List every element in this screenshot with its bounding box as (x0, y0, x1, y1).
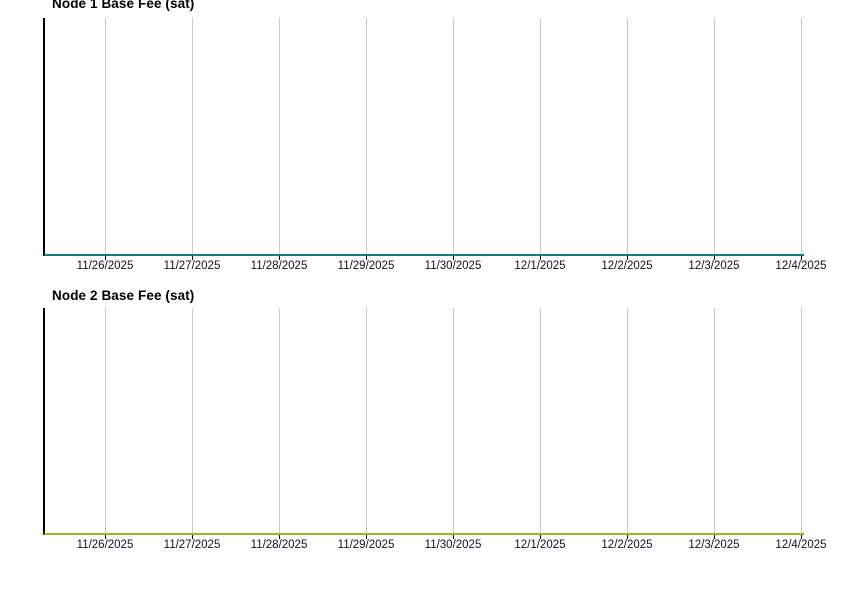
x-tick-label: 12/3/2025 (688, 539, 740, 551)
x-axis-tick (453, 535, 454, 539)
gridline (279, 18, 280, 256)
x-axis-tick (192, 535, 193, 539)
gridline (279, 308, 280, 535)
gridline (192, 308, 193, 535)
y-axis-line-node-2 (43, 308, 45, 535)
x-tick-label: 12/1/2025 (514, 260, 566, 272)
x-tick-label: 11/28/2025 (250, 539, 308, 551)
x-axis-tick (105, 256, 106, 260)
x-tick-label: 12/1/2025 (514, 539, 566, 551)
x-tick-label: 11/29/2025 (337, 539, 395, 551)
x-tick-labels-node-2: 11/26/2025 11/27/2025 11/28/2025 11/29/2025… (43, 539, 827, 555)
x-tick-label: 11/30/2025 (424, 260, 482, 272)
gridline (801, 18, 802, 256)
x-tick-label: 11/27/2025 (163, 539, 221, 551)
x-axis-tick (801, 256, 802, 260)
gridline (714, 308, 715, 535)
gridline (453, 308, 454, 535)
gridline (627, 18, 628, 256)
x-axis-tick (366, 535, 367, 539)
x-axis-tick (627, 535, 628, 539)
gridline (366, 18, 367, 256)
gridline (627, 308, 628, 535)
x-axis-tick (714, 535, 715, 539)
gridline (714, 18, 715, 256)
x-axis-tick (453, 256, 454, 260)
gridline (192, 18, 193, 256)
chart-panel-node-1: Node 1 Base Fee (sat) 11/26/2025 11/27/20… (0, 0, 860, 288)
chart-title-node-2: Node 2 Base Fee (sat) (52, 288, 195, 303)
chart-title-node-1: Node 1 Base Fee (sat) (52, 0, 195, 11)
x-tick-label: 11/26/2025 (76, 260, 134, 272)
data-series-line (44, 532, 804, 535)
x-tick-label: 11/26/2025 (76, 539, 134, 551)
x-axis-tick (540, 256, 541, 260)
gridline (105, 308, 106, 535)
gridline (366, 308, 367, 535)
chart-panel-node-2: Node 2 Base Fee (sat) 11/26/2025 11/27/20… (0, 288, 860, 600)
y-axis-line-node-1 (43, 18, 45, 256)
data-series-line (44, 253, 804, 256)
x-tick-label: 11/30/2025 (424, 539, 482, 551)
x-tick-label: 11/28/2025 (250, 260, 308, 272)
x-axis-tick (627, 256, 628, 260)
x-tick-label: 12/4/2025 (775, 539, 827, 551)
x-tick-label: 12/3/2025 (688, 260, 740, 272)
x-axis-tick (279, 535, 280, 539)
x-axis-tick (714, 256, 715, 260)
gridline (540, 18, 541, 256)
x-tick-label: 11/27/2025 (163, 260, 221, 272)
gridline (453, 18, 454, 256)
x-axis-tick (105, 535, 106, 539)
x-axis-tick (801, 535, 802, 539)
x-axis-tick (279, 256, 280, 260)
x-tick-label: 11/29/2025 (337, 260, 395, 272)
x-axis-tick (366, 256, 367, 260)
x-tick-label: 12/2/2025 (601, 260, 653, 272)
gridline (801, 308, 802, 535)
x-tick-labels-node-1: 11/26/2025 11/27/2025 11/28/2025 11/29/2025… (43, 260, 827, 276)
gridline (540, 308, 541, 535)
x-tick-label: 12/2/2025 (601, 539, 653, 551)
plot-area-node-1 (43, 18, 804, 260)
x-tick-label: 12/4/2025 (775, 260, 827, 272)
x-axis-tick (540, 535, 541, 539)
plot-area-node-2 (43, 308, 804, 539)
x-axis-tick (192, 256, 193, 260)
gridline (105, 18, 106, 256)
